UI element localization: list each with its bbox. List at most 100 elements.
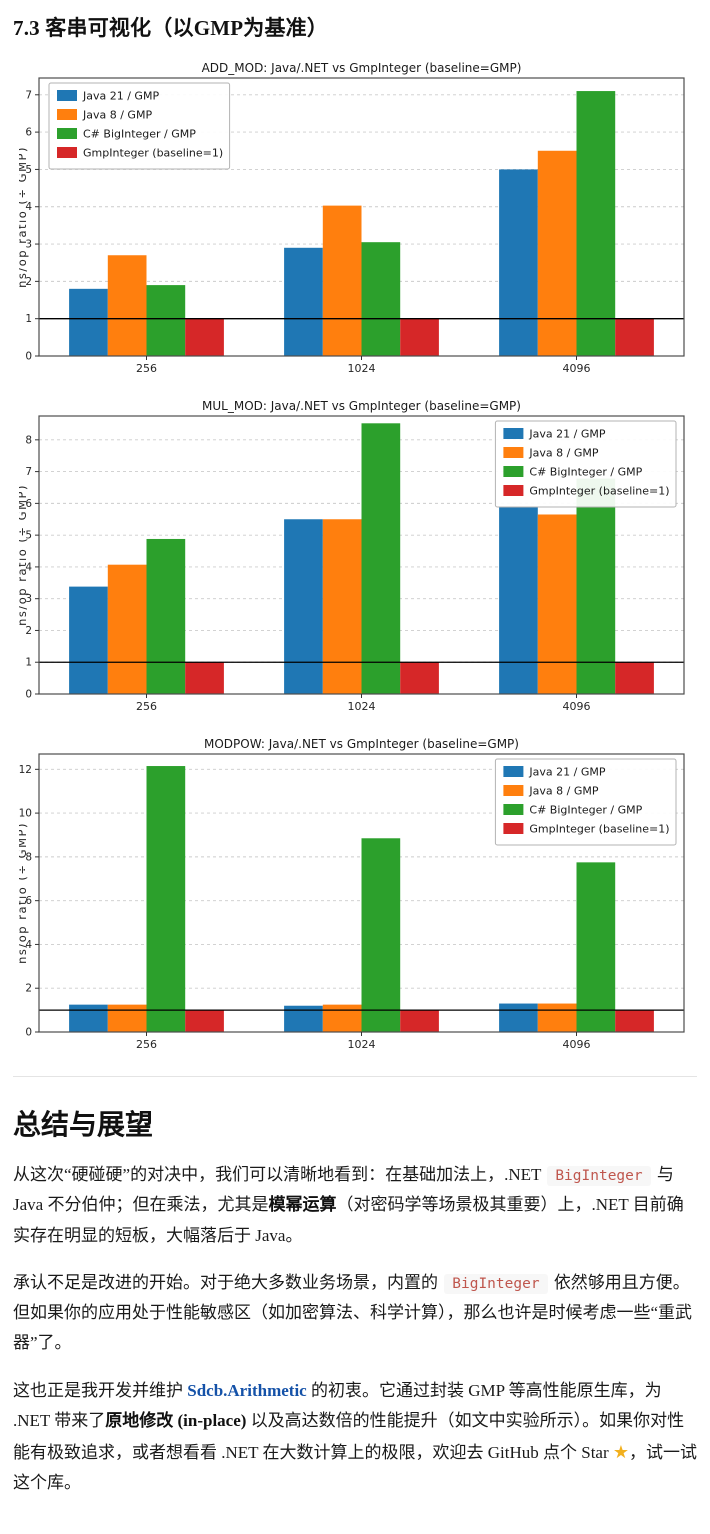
bar-4096-s2 [576,478,616,694]
bar-4096-s3 [615,662,654,694]
legend-label: C# BigInteger / GMP [529,804,642,817]
y-tick-label: 4 [25,561,32,573]
chart-stack: ADD_MOD: Java/.NET vs GmpInteger (baseli… [13,62,697,1054]
bar-4096-s1 [537,514,577,694]
bar-1024-s3 [400,662,439,694]
bar-1024-s1 [322,1004,362,1032]
text-run: 从这次“硬碰硬”的对决中，我们可以清晰地看到：在基础加法上，.NET [13,1165,546,1184]
bar-1024-s2 [361,838,401,1032]
text-run: 的初衷。它通过封装 GMP 等高性能原生库，为 .NET 带来了 [13,1380,662,1430]
sdcb-arithmetic-link[interactable]: Sdcb.Arithmetic [187,1380,307,1400]
bar-4096-s1 [537,150,577,356]
bar-1024-s2 [361,423,401,694]
y-tick-label: 5 [25,530,32,542]
legend-swatch [503,785,524,796]
bar-256-s3 [185,1010,224,1032]
bar-1024-s0 [284,519,323,694]
y-tick-label: 12 [19,764,32,776]
paragraph: 从这次“硬碰硬”的对决中，我们可以清晰地看到：在基础加法上，.NET BigIn… [13,1160,697,1251]
legend-box [494,758,677,846]
chart-modpow: MODPOW: Java/.NET vs GmpInteger (baselin… [19,738,685,1051]
paragraph: 这也正是我开发并维护 Sdcb.Arithmetic 的初衷。它通过封装 GMP… [13,1376,697,1499]
y-tick-label: 1 [25,313,32,325]
text-run: 与 Java 不分伯仲；但在乘法，尤其是 [13,1165,674,1215]
legend-box [48,82,231,170]
x-tick-label: 256 [136,700,157,713]
y-tick-label: 0 [25,689,32,701]
legend-label: Java 8 / GMP [528,447,598,460]
summary-heading: 总结与展望 [13,1110,154,1141]
chart-add-mod: ADD_MOD: Java/.NET vs GmpInteger (baseli… [19,62,685,375]
y-tick-label: 6 [25,895,32,907]
bar-4096-s0 [499,506,538,694]
legend-label: Java 8 / GMP [82,109,152,122]
y-tick-label: 5 [25,164,32,176]
text-run: （对密码学等场景极其重要）上，.NET 目前确实存在明显的短板，大幅落后于 Ja… [13,1195,684,1245]
legend-label: GmpInteger (baseline=1) [529,485,669,498]
legend-label: Java 21 / GMP [528,766,605,779]
x-tick-label: 256 [136,1038,157,1051]
bold-text: 原地修改 (in-place) [105,1410,247,1430]
chart-figure-mul-mod: MUL_MOD: Java/.NET vs GmpInteger (baseli… [13,400,697,716]
chart-mul-mod: MUL_MOD: Java/.NET vs GmpInteger (baseli… [19,400,685,713]
section-divider [13,1076,697,1077]
bar-256-s2 [146,538,186,694]
legend-swatch [503,466,524,477]
bar-256-s2 [146,766,186,1032]
chart-title: MODPOW: Java/.NET vs GmpInteger (baselin… [204,738,519,751]
y-tick-label: 0 [25,351,32,363]
bar-4096-s1 [537,1003,577,1032]
bar-256-s3 [185,662,224,694]
bold-text: 模幂运算 [268,1195,337,1215]
bar-1024-s3 [400,318,439,356]
bar-1024-s2 [361,242,401,356]
legend-swatch [503,804,524,815]
bar-256-s1 [107,1004,147,1032]
x-tick-label: 256 [136,362,157,375]
text-run: 承认不足是改进的开始。对于绝大多数业务场景，内置的 [13,1272,443,1292]
paragraph: 承认不足是改进的开始。对于绝大多数业务场景，内置的 BigInteger 依然够… [13,1268,697,1359]
y-tick-label: 0 [25,1027,32,1039]
inline-code: BigInteger [547,1166,651,1186]
bar-1024-s0 [284,247,323,356]
bar-256-s0 [69,1004,108,1032]
chart-figure-add-mod: ADD_MOD: Java/.NET vs GmpInteger (baseli… [13,62,697,378]
legend-label: GmpInteger (baseline=1) [529,823,669,836]
y-tick-label: 7 [25,466,32,478]
x-tick-label: 1024 [348,362,376,375]
bar-1024-s3 [400,1010,439,1032]
legend-swatch [57,128,77,139]
bar-256-s1 [107,564,147,694]
bar-256-s3 [185,318,224,356]
bar-4096-s3 [615,318,654,356]
bar-256-s2 [146,285,186,356]
chart-title: MUL_MOD: Java/.NET vs GmpInteger (baseli… [202,400,521,413]
section-heading: 7.3 客串可视化（以GMP为基准） [13,16,329,40]
chart-figure-modpow: MODPOW: Java/.NET vs GmpInteger (baselin… [13,738,697,1054]
legend-swatch [503,428,524,439]
y-tick-label: 3 [25,239,32,251]
bar-256-s0 [69,586,108,694]
y-axis-label: ns/op ratio (÷ GMP) [19,146,29,288]
bar-4096-s3 [615,1010,654,1032]
y-tick-label: 2 [25,625,32,637]
text-run: 这也正是我开发并维护 [13,1380,188,1400]
y-tick-label: 4 [25,201,32,213]
summary-paragraphs: 从这次“硬碰硬”的对决中，我们可以清晰地看到：在基础加法上，.NET BigIn… [13,1160,697,1499]
legend-label: GmpInteger (baseline=1) [83,147,223,160]
y-axis-label: ns/op ratio (÷ GMP) [19,484,29,626]
x-tick-label: 1024 [348,1038,376,1051]
y-tick-label: 2 [25,983,32,995]
y-tick-label: 1 [25,657,32,669]
y-tick-label: 3 [25,593,32,605]
x-tick-label: 4096 [563,1038,591,1051]
bar-1024-s1 [322,205,362,356]
bar-256-s0 [69,288,108,356]
y-tick-label: 4 [25,939,32,951]
legend-label: C# BigInteger / GMP [83,128,196,141]
y-tick-label: 10 [19,808,32,820]
legend-label: C# BigInteger / GMP [529,466,642,479]
star-icon: ★ [612,1442,630,1462]
y-tick-label: 7 [25,89,32,101]
